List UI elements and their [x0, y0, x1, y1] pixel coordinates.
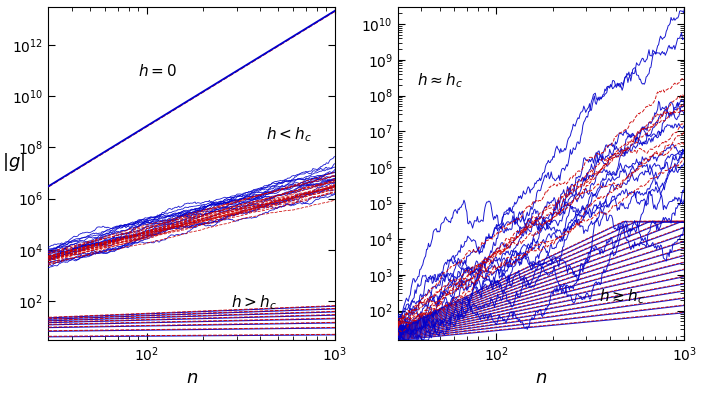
Text: $h < h_c$: $h < h_c$: [266, 126, 312, 144]
X-axis label: $n$: $n$: [186, 369, 198, 387]
Text: $h \gtrsim h_c$: $h \gtrsim h_c$: [598, 287, 644, 306]
Text: $h \approx h_c$: $h \approx h_c$: [417, 71, 463, 89]
Y-axis label: $|g|$: $|g|$: [2, 151, 25, 173]
X-axis label: $n$: $n$: [535, 369, 547, 387]
Text: $h > h_c$: $h > h_c$: [231, 294, 277, 312]
Text: $h = 0$: $h = 0$: [138, 63, 177, 79]
